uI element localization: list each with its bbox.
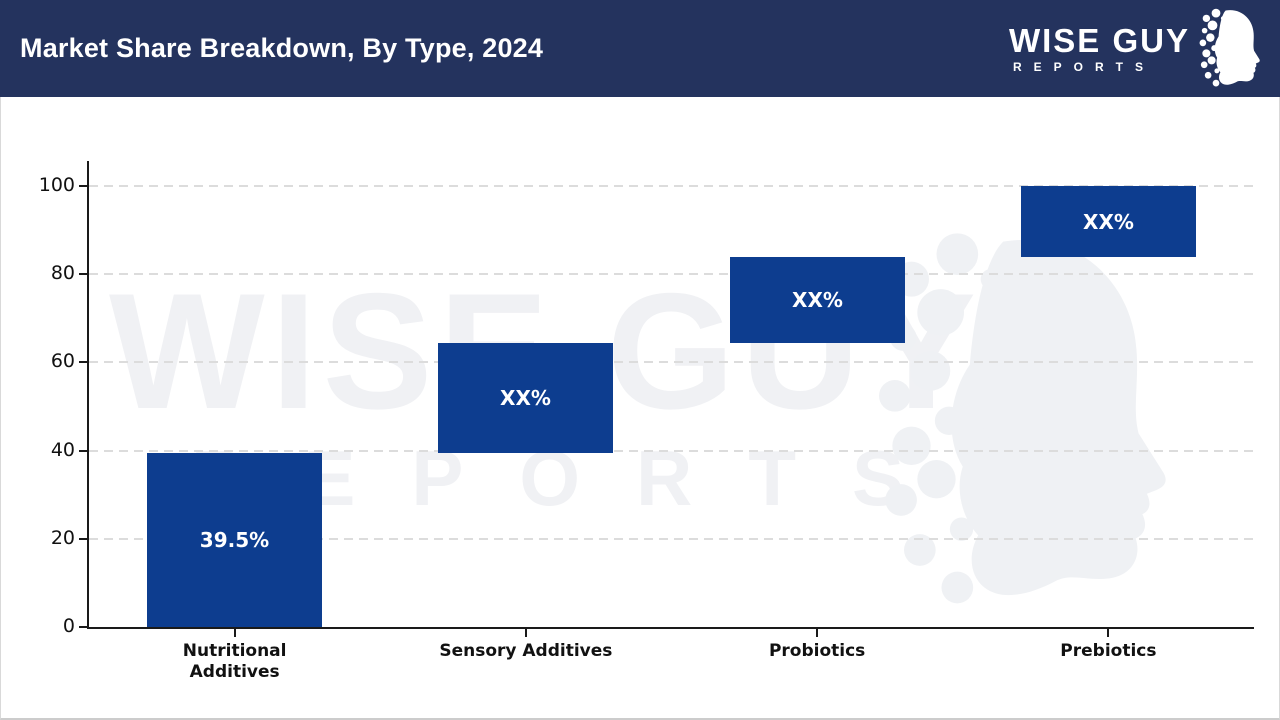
- y-axis-tick: [79, 449, 87, 452]
- bar-value-label: 39.5%: [199, 528, 270, 552]
- x-axis-category-label: Prebiotics: [1060, 641, 1157, 661]
- page-title: Market Share Breakdown, By Type, 2024: [20, 33, 544, 63]
- logo-text: WISE GUY REPORTS: [1009, 24, 1190, 73]
- bar-prebiotics: XX%: [1021, 186, 1196, 257]
- y-axis-line: [87, 161, 89, 627]
- plot-area: 39.5% XX% XX% XX%: [79, 149, 1254, 637]
- y-axis-tick-label: 100: [38, 174, 75, 196]
- gridline: [89, 449, 1254, 452]
- bar-value-label: XX%: [792, 288, 843, 312]
- y-axis-tick: [79, 185, 87, 187]
- wise-guy-reports-logo: WISE GUY REPORTS: [1009, 7, 1266, 91]
- y-axis-tick: [79, 273, 87, 276]
- gridline: [89, 361, 1254, 364]
- logo-wordmark: WISE GUY: [1008, 22, 1190, 59]
- y-axis-tick-label: 40: [50, 438, 75, 461]
- x-axis-category-label: Sensory Additives: [439, 641, 613, 661]
- x-axis-category-label: Probiotics: [768, 641, 866, 661]
- logo-subtitle: REPORTS: [1012, 60, 1155, 74]
- header-bar: Market Share Breakdown, By Type, 2024 WI…: [0, 0, 1280, 97]
- gridline: [89, 273, 1254, 276]
- x-axis-line: [87, 627, 1254, 629]
- bar-nutritional-additives: 39.5%: [147, 453, 322, 627]
- bar-value-label: XX%: [1083, 209, 1134, 234]
- gridline: [89, 185, 1254, 187]
- x-axis-tick: [234, 629, 236, 637]
- chart-canvas: WISE GUY REPORTS 39.5% XX% XX% XX% 0 20 40 60 8…: [0, 97, 1280, 720]
- logo-head-icon: [1199, 8, 1260, 86]
- y-axis-tick-label: 60: [50, 350, 75, 373]
- y-axis-tick: [79, 537, 87, 540]
- y-axis-tick: [79, 626, 87, 628]
- bar-probiotics: XX%: [730, 257, 905, 343]
- x-axis-category-label: Nutritional Additives: [182, 641, 287, 683]
- y-axis-tick-label: 20: [50, 526, 75, 549]
- x-axis-tick: [816, 629, 818, 637]
- x-axis-tick: [525, 629, 527, 637]
- x-axis-tick: [1107, 629, 1109, 637]
- y-axis-tick-label: 80: [50, 262, 75, 285]
- bar-value-label: XX%: [500, 386, 551, 410]
- y-axis-tick-label: 0: [62, 615, 75, 637]
- gridline: [89, 537, 1254, 540]
- bar-sensory-additives: XX%: [438, 343, 613, 453]
- y-axis-tick: [79, 361, 87, 364]
